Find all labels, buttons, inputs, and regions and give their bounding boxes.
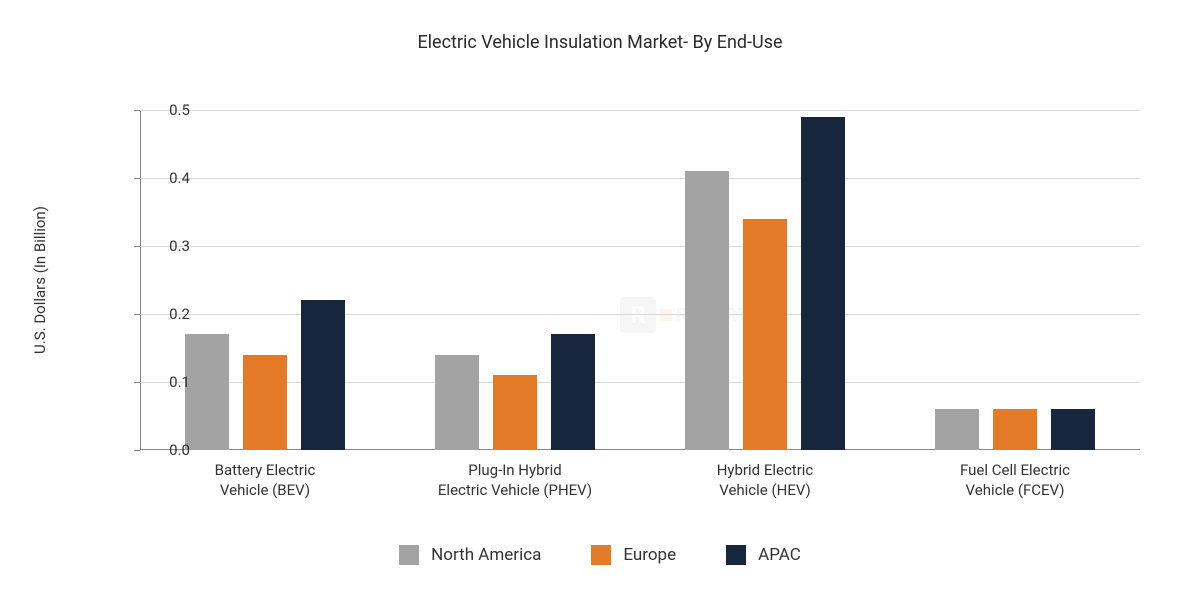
category-label: Battery Electric Vehicle (BEV) (155, 460, 375, 501)
y-tick-label: 0.2 (140, 305, 190, 323)
chart-container: Electric Vehicle Insulation Market- By E… (0, 0, 1200, 613)
y-tick-label: 0.4 (140, 169, 190, 187)
y-axis-line (140, 110, 141, 450)
legend: North America Europe APAC (0, 545, 1200, 565)
bar (801, 117, 845, 450)
legend-label: APAC (758, 545, 801, 565)
bar (551, 334, 595, 450)
bar (493, 375, 537, 450)
legend-label: North America (431, 545, 541, 565)
plot-area: R REPORTS (140, 110, 1140, 450)
grid-line (140, 178, 1140, 179)
x-axis-line (140, 449, 1140, 450)
y-tick-label: 0.5 (140, 101, 190, 119)
category-label: Plug-In Hybrid Electric Vehicle (PHEV) (405, 460, 625, 501)
bar (1051, 409, 1095, 450)
y-tick-label: 0.1 (140, 373, 190, 391)
bar (685, 171, 729, 450)
y-tick-label: 0.3 (140, 237, 190, 255)
bar (993, 409, 1037, 450)
legend-item: Europe (591, 545, 676, 565)
y-axis-title: U.S. Dollars (In Billion) (31, 206, 49, 354)
legend-swatch (591, 545, 611, 565)
legend-item: North America (399, 545, 541, 565)
grid-line (140, 110, 1140, 111)
y-tick-label: 0.0 (140, 441, 190, 459)
legend-label: Europe (623, 545, 676, 565)
legend-swatch (399, 545, 419, 565)
legend-swatch (726, 545, 746, 565)
bar (935, 409, 979, 450)
bar (301, 300, 345, 450)
grid-line (140, 382, 1140, 383)
bar (743, 219, 787, 450)
watermark-logo-r: R (620, 297, 656, 333)
watermark-logo-square (660, 309, 672, 321)
bar (243, 355, 287, 450)
bar (435, 355, 479, 450)
bar (185, 334, 229, 450)
category-label: Hybrid Electric Vehicle (HEV) (655, 460, 875, 501)
legend-item: APAC (726, 545, 801, 565)
chart-title: Electric Vehicle Insulation Market- By E… (0, 32, 1200, 53)
grid-line (140, 314, 1140, 315)
category-label: Fuel Cell Electric Vehicle (FCEV) (905, 460, 1125, 501)
grid-line (140, 246, 1140, 247)
